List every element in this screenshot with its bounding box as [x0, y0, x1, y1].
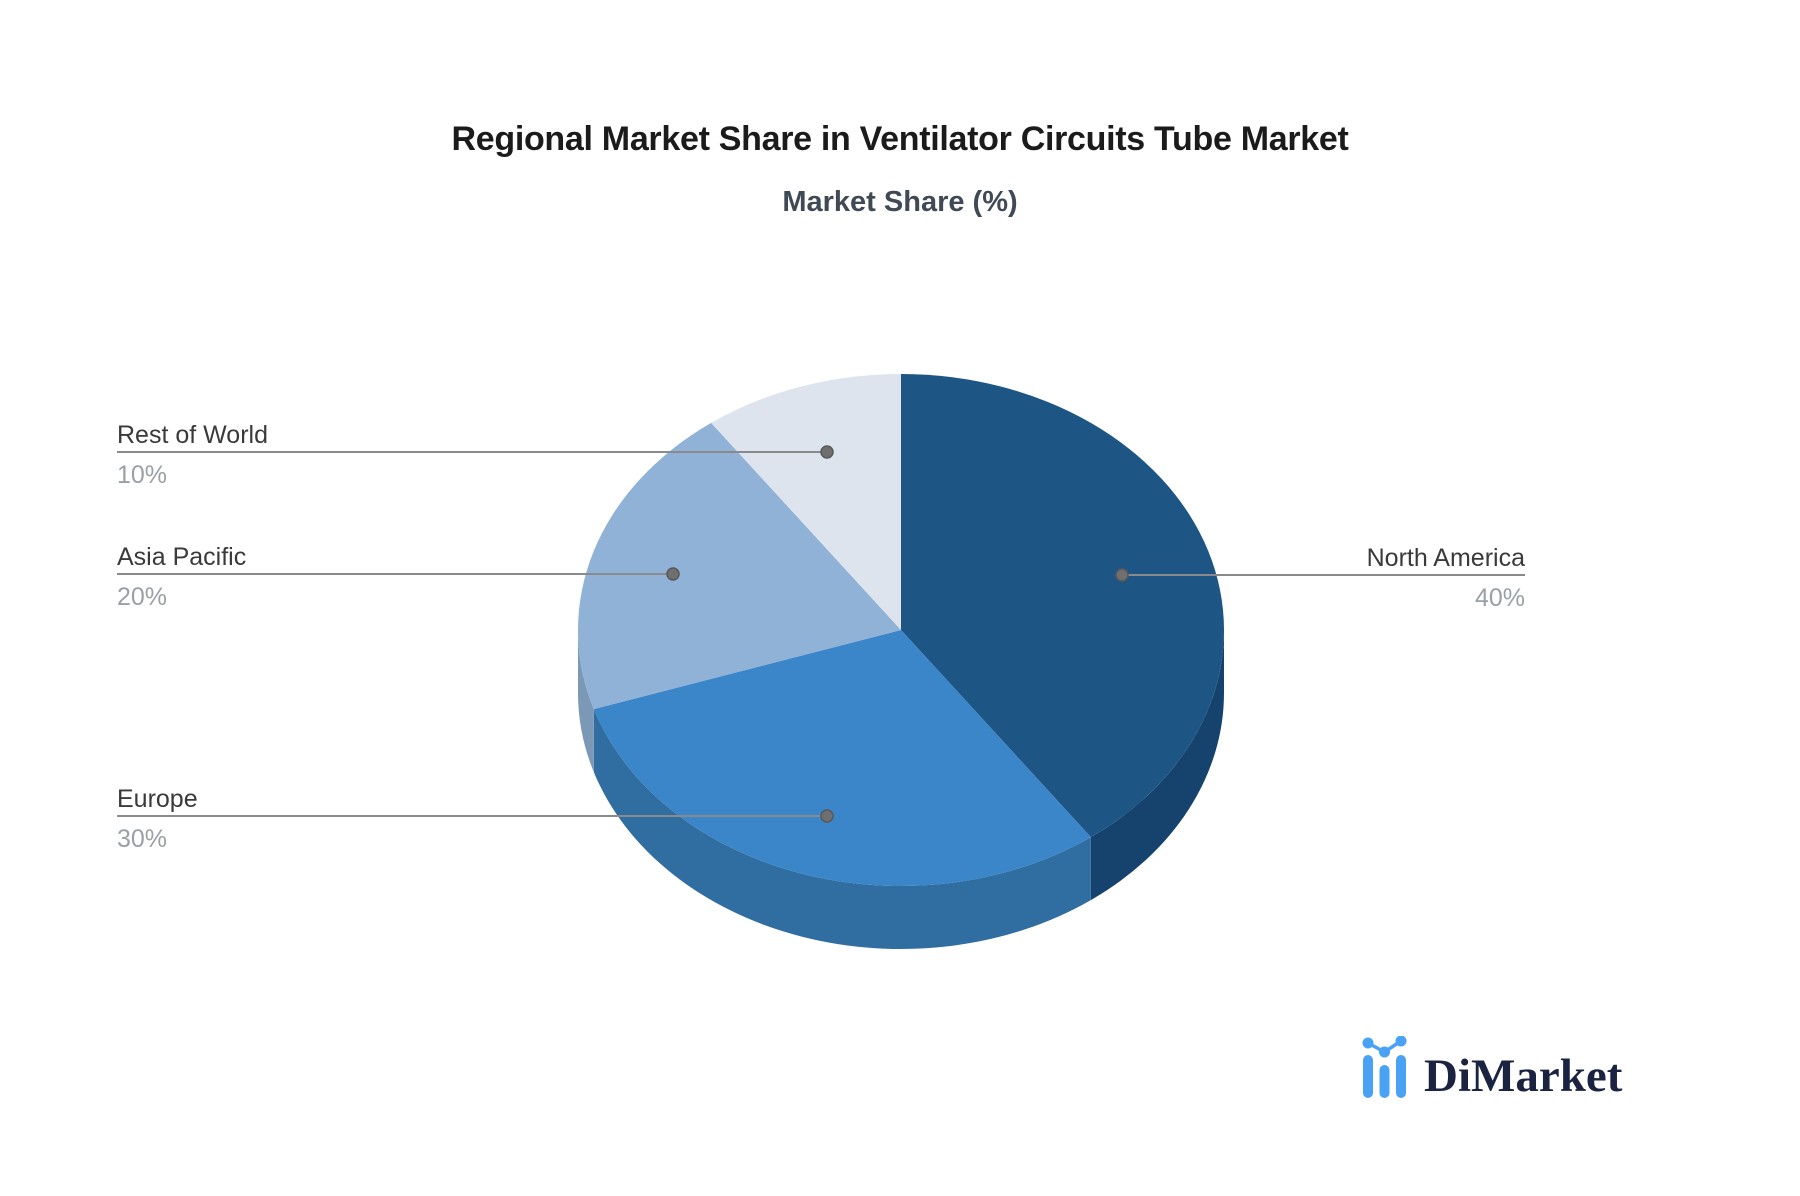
slice-label-value: 20% — [117, 583, 168, 611]
pie-slice-side-asia-pacific — [578, 630, 594, 773]
slice-label-name: North America — [1366, 544, 1525, 572]
slice-label-europe: Europe 30% — [117, 784, 198, 854]
chart-title: Regional Market Share in Ventilator Circ… — [451, 120, 1349, 158]
slice-label-name: Europe — [117, 785, 198, 813]
dimarket-logo: DiMarket — [1362, 1036, 1623, 1102]
slice-label-value: 30% — [117, 825, 168, 853]
leader-dot-north-america — [1115, 568, 1129, 582]
leader-dot-europe — [820, 809, 834, 823]
logo-text: DiMarket — [1424, 1049, 1623, 1102]
slice-label-value: 40% — [1474, 584, 1525, 612]
pie-slice-europe[interactable] — [593, 630, 1091, 886]
slice-label-value: 10% — [117, 461, 168, 489]
pie-slice-side-europe — [593, 709, 1091, 949]
slice-label-name: Rest of World — [117, 421, 268, 449]
leader-dot-rest-of-world — [820, 445, 834, 459]
pie-slice-north-america[interactable] — [901, 374, 1224, 838]
pie-slice-rest-of-world[interactable] — [711, 374, 901, 630]
slice-label-asia-pacific: Asia Pacific 20% — [117, 542, 246, 612]
slice-label-name: Asia Pacific — [117, 543, 247, 571]
leader-dot-asia-pacific — [666, 567, 680, 581]
pie-slice-side-north-america — [1090, 630, 1224, 901]
slice-label-north-america: North America 40% — [1367, 543, 1525, 613]
bar-line-chart-icon — [1362, 1036, 1407, 1098]
slice-label-rest-of-world: Rest of World 10% — [117, 420, 268, 490]
chart-subtitle: Market Share (%) — [782, 186, 1018, 218]
pie-slice-asia-pacific[interactable] — [578, 422, 901, 710]
